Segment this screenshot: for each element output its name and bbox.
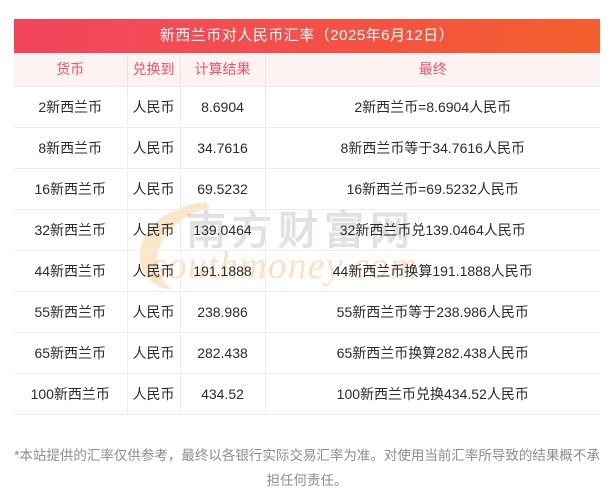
cell-currency: 16新西兰币 — [14, 168, 128, 210]
table-row: 2新西兰币 人民币 8.6904 2新西兰币=8.6904人民币 — [14, 86, 600, 128]
table-row: 100新西兰币 人民币 434.52 100新西兰币兑换434.52人民币 — [14, 373, 600, 415]
cell-final: 55新西兰币等于238.986人民币 — [265, 291, 600, 333]
table-header-row: 货币 兑换到 计算结果 最终 — [14, 53, 600, 87]
cell-result: 69.5232 — [180, 168, 266, 210]
cell-target: 人民币 — [127, 332, 181, 374]
cell-result: 282.438 — [180, 332, 266, 374]
table-row: 44新西兰币 人民币 191.1888 44新西兰币换算191.1888人民币 — [14, 250, 600, 292]
cell-final: 44新西兰币换算191.1888人民币 — [265, 250, 600, 292]
column-header-final: 最终 — [265, 53, 600, 87]
cell-target: 人民币 — [127, 250, 181, 292]
cell-currency: 44新西兰币 — [14, 250, 128, 292]
cell-target: 人民币 — [127, 168, 181, 210]
table-row: 16新西兰币 人民币 69.5232 16新西兰币=69.5232人民币 — [14, 168, 600, 210]
column-header-result: 计算结果 — [180, 53, 266, 87]
cell-result: 34.7616 — [180, 127, 266, 169]
cell-currency: 32新西兰币 — [14, 209, 128, 251]
table-body: 2新西兰币 人民币 8.6904 2新西兰币=8.6904人民币 8新西兰币 人… — [14, 86, 600, 415]
table-row: 55新西兰币 人民币 238.986 55新西兰币等于238.986人民币 — [14, 291, 600, 333]
cell-final: 32新西兰币兑139.0464人民币 — [265, 209, 600, 251]
cell-target: 人民币 — [127, 291, 181, 333]
cell-result: 139.0464 — [180, 209, 266, 251]
cell-result: 238.986 — [180, 291, 266, 333]
cell-final: 16新西兰币=69.5232人民币 — [265, 168, 600, 210]
table-row: 65新西兰币 人民币 282.438 65新西兰币换算282.438人民币 — [14, 332, 600, 374]
table-header: 货币 兑换到 计算结果 最终 — [14, 53, 600, 87]
cell-result: 434.52 — [180, 373, 266, 415]
cell-target: 人民币 — [127, 127, 181, 169]
cell-currency: 2新西兰币 — [14, 86, 128, 128]
column-header-target: 兑换到 — [127, 53, 181, 87]
cell-result: 8.6904 — [180, 86, 266, 128]
cell-final: 100新西兰币兑换434.52人民币 — [265, 373, 600, 415]
cell-target: 人民币 — [127, 373, 181, 415]
table-row: 8新西兰币 人民币 34.7616 8新西兰币等于34.7616人民币 — [14, 127, 600, 169]
cell-currency: 100新西兰币 — [14, 373, 128, 415]
disclaimer-note: *本站提供的汇率仅供参考，最终以各银行实际交易汇率为准。对使用当前汇率所导致的结… — [14, 448, 600, 488]
cell-final: 2新西兰币=8.6904人民币 — [265, 86, 600, 128]
cell-result: 191.1888 — [180, 250, 266, 292]
cell-final: 8新西兰币等于34.7616人民币 — [265, 127, 600, 169]
column-header-currency: 货币 — [14, 53, 128, 87]
cell-target: 人民币 — [127, 86, 181, 128]
cell-currency: 55新西兰币 — [14, 291, 128, 333]
exchange-rate-table: 新西兰币对人民币汇率（2025年6月12日） 货币 兑换到 计算结果 最终 2新… — [14, 19, 600, 415]
cell-currency: 65新西兰币 — [14, 332, 128, 374]
cell-target: 人民币 — [127, 209, 181, 251]
cell-currency: 8新西兰币 — [14, 127, 128, 169]
table-title: 新西兰币对人民币汇率（2025年6月12日） — [14, 19, 600, 53]
table-row: 32新西兰币 人民币 139.0464 32新西兰币兑139.0464人民币 — [14, 209, 600, 251]
cell-final: 65新西兰币换算282.438人民币 — [265, 332, 600, 374]
